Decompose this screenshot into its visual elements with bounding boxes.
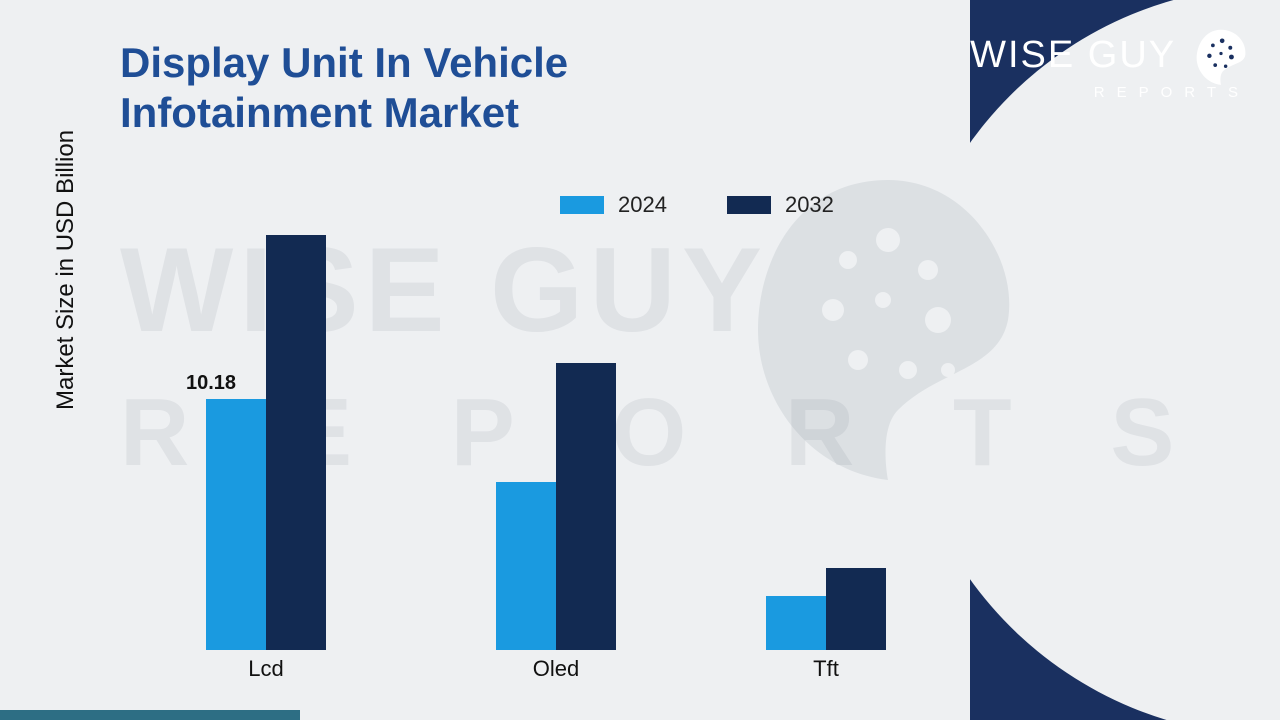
legend-swatch-2024 [560, 196, 604, 214]
bar-tft-2032 [826, 568, 886, 650]
legend-item-2032: 2032 [727, 192, 834, 218]
bar-lcd-2024 [206, 399, 266, 651]
brand-logo: WISE GUY REPORTS [970, 28, 1250, 101]
x-label-oled: Oled [466, 656, 646, 682]
x-label-tft: Tft [736, 656, 916, 682]
decorative-circle [900, 0, 1280, 720]
plot-area: LcdOledTft10.18 [96, 230, 956, 650]
bar-tft-2024 [766, 596, 826, 650]
legend-label-2024: 2024 [618, 192, 667, 218]
brand-line1: WISE GUY [970, 34, 1175, 76]
legend-item-2024: 2024 [560, 192, 667, 218]
brand-head-icon [1192, 28, 1250, 86]
legend: 2024 2032 [560, 192, 834, 218]
brand-line2: REPORTS [970, 84, 1250, 101]
value-label: 10.18 [186, 372, 236, 395]
bar-oled-2024 [496, 482, 556, 650]
chart-canvas: WISE GUY R E P O R T S WISE GUY REPORTS … [0, 0, 1280, 720]
legend-label-2032: 2032 [785, 192, 834, 218]
brand-name: WISE GUY [970, 28, 1250, 86]
x-label-lcd: Lcd [176, 656, 356, 682]
bottom-accent-stripe [0, 710, 300, 720]
bar-oled-2032 [556, 363, 616, 650]
bar-lcd-2032 [266, 235, 326, 650]
chart-title: Display Unit In Vehicle Infotainment Mar… [120, 38, 740, 137]
legend-swatch-2032 [727, 196, 771, 214]
y-axis-label: Market Size in USD Billion [52, 130, 80, 410]
